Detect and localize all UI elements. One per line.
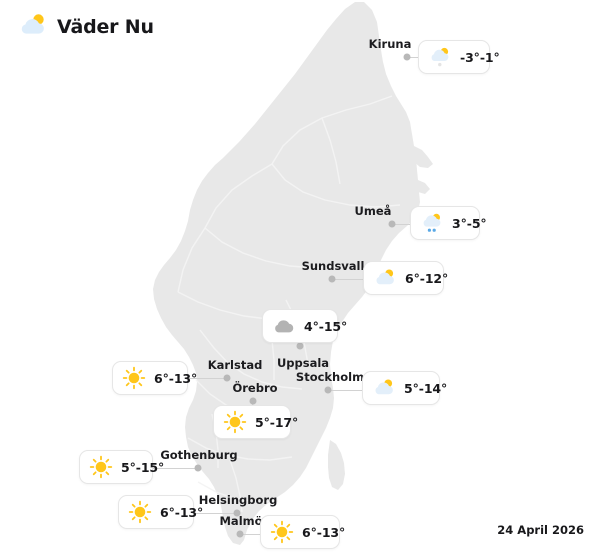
connector-line bbox=[194, 513, 237, 514]
sun-icon bbox=[223, 410, 247, 434]
connector-line bbox=[328, 390, 362, 391]
date-stamp: 24 April 2026 bbox=[497, 523, 584, 537]
sun-icon bbox=[122, 366, 146, 390]
temperature-range-umea: 3°-5° bbox=[452, 215, 487, 231]
cloud-icon bbox=[275, 320, 294, 333]
sun-cloud-rain-icon bbox=[423, 213, 441, 232]
city-label-orebro: Örebro bbox=[232, 381, 278, 395]
city-dot-helsingborg[interactable] bbox=[233, 509, 241, 517]
city-dot-umea[interactable] bbox=[388, 220, 396, 228]
connector-line bbox=[240, 534, 260, 535]
city-dot-malmo[interactable] bbox=[236, 530, 244, 538]
city-dot-kiruna[interactable] bbox=[403, 53, 411, 61]
sun-cloud-snow-icon bbox=[431, 47, 449, 67]
temperature-range-karlstad: 6°-13° bbox=[154, 370, 198, 386]
city-label-uppsala: Uppsala bbox=[276, 356, 330, 370]
city-label-stockholm: Stockholm bbox=[295, 370, 365, 384]
weather-card-orebro[interactable]: 5°-17° bbox=[213, 405, 298, 439]
city-label-gothenburg: Gothenburg bbox=[160, 448, 238, 462]
temperature-range-helsingborg: 6°-13° bbox=[160, 504, 204, 520]
connector-line bbox=[332, 279, 363, 280]
city-label-kiruna: Kiruna bbox=[368, 37, 412, 51]
city-label-helsingborg: Helsingborg bbox=[198, 493, 278, 507]
city-dot-sundsvall[interactable] bbox=[328, 275, 336, 283]
temperature-range-stockholm: 5°-14° bbox=[404, 380, 448, 396]
weather-card-umea[interactable]: 3°-5° bbox=[410, 206, 487, 240]
city-label-karlstad: Karlstad bbox=[207, 358, 263, 372]
connector-line bbox=[392, 224, 410, 225]
weather-card-kiruna[interactable]: -3°-1° bbox=[418, 40, 500, 74]
sun-icon bbox=[128, 500, 152, 524]
connector-line bbox=[407, 57, 418, 58]
weather-card-uppsala[interactable]: 4°-15° bbox=[262, 309, 347, 343]
weather-card-karlstad[interactable]: 6°-13° bbox=[112, 361, 197, 395]
temperature-range-gothenburg: 5°-15° bbox=[121, 459, 165, 475]
brand-title: Väder Nu bbox=[57, 16, 154, 38]
brand-header: Väder Nu bbox=[18, 12, 154, 42]
temperature-range-kiruna: -3°-1° bbox=[460, 49, 500, 65]
temperature-range-orebro: 5°-17° bbox=[255, 414, 299, 430]
sun-cloud-icon bbox=[375, 379, 393, 395]
city-dot-karlstad[interactable] bbox=[223, 374, 231, 382]
temperature-range-malmo: 6°-13° bbox=[302, 524, 346, 540]
connector-line bbox=[188, 378, 227, 379]
city-label-malmo: Malmö bbox=[219, 514, 263, 528]
temperature-range-sundsvall: 6°-12° bbox=[405, 270, 449, 286]
city-label-umea: Umeå bbox=[354, 204, 392, 218]
sun-behind-cloud-icon bbox=[18, 12, 48, 42]
sun-icon bbox=[89, 455, 113, 479]
weather-card-stockholm[interactable]: 5°-14° bbox=[362, 371, 447, 405]
city-dot-uppsala[interactable] bbox=[296, 342, 304, 350]
sun-icon bbox=[270, 520, 294, 544]
weather-card-sundsvall[interactable]: 6°-12° bbox=[363, 261, 448, 295]
city-dot-gothenburg[interactable] bbox=[194, 464, 202, 472]
sun-cloud-icon bbox=[376, 269, 394, 285]
temperature-range-uppsala: 4°-15° bbox=[304, 318, 348, 334]
connector-line bbox=[153, 468, 198, 469]
city-dot-orebro[interactable] bbox=[249, 397, 257, 405]
weather-card-gothenburg[interactable]: 5°-15° bbox=[79, 450, 164, 484]
city-dot-stockholm[interactable] bbox=[324, 386, 332, 394]
weather-card-helsingborg[interactable]: 6°-13° bbox=[118, 495, 203, 529]
weather-card-malmo[interactable]: 6°-13° bbox=[260, 515, 345, 549]
city-label-sundsvall: Sundsvall bbox=[301, 259, 365, 273]
